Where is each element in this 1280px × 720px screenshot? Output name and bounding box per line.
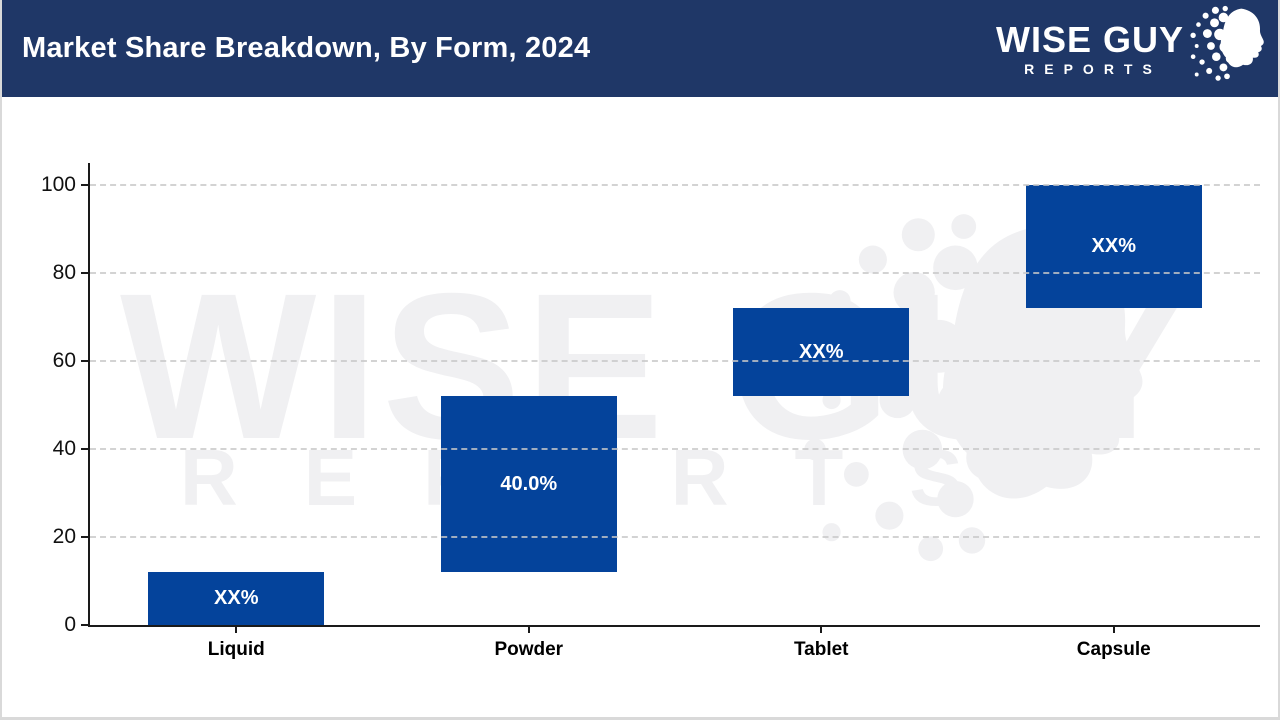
x-tickmark-liquid	[235, 625, 238, 633]
bar-value-label-tablet: XX%	[799, 340, 844, 363]
x-category-label-liquid: Liquid	[207, 639, 265, 660]
logo-wordmark: WISE GUY	[995, 18, 1184, 60]
gridline-20	[90, 536, 1260, 538]
x-category-label-powder: Powder	[494, 639, 564, 660]
bar-capsule[interactable]: XX%	[1025, 185, 1202, 309]
y-tickmark-40	[81, 448, 90, 450]
bar-liquid[interactable]: XX%	[148, 572, 325, 625]
y-tickmark-60	[81, 360, 90, 362]
y-tick-label-40: 40	[52, 437, 76, 460]
bar-tablet[interactable]: XX%	[733, 308, 910, 397]
y-tick-label-80: 80	[52, 261, 76, 284]
x-tickmark-powder	[527, 625, 530, 633]
y-axis-line	[88, 163, 90, 627]
y-tick-label-100: 100	[40, 173, 76, 196]
bar-value-label-powder: 40.0%	[500, 472, 558, 495]
y-tick-label-20: 20	[52, 525, 76, 548]
logo-text: WISE GUY REPORTS	[995, 18, 1184, 77]
bar-value-label-capsule: XX%	[1091, 235, 1136, 258]
logo-head-icon	[1186, 3, 1268, 94]
y-tick-label-60: 60	[52, 349, 76, 372]
x-axis-line	[88, 625, 1260, 627]
x-tickmark-capsule	[1112, 625, 1115, 633]
y-tickmark-80	[81, 272, 90, 274]
gridline-100	[90, 184, 1260, 186]
wise-guy-logo: WISE GUY REPORTS	[996, 3, 1268, 94]
x-category-label-tablet: Tablet	[793, 639, 849, 660]
x-tickmark-tablet	[820, 625, 823, 633]
gridline-40	[90, 448, 1260, 450]
x-category-label-capsule: Capsule	[1076, 639, 1151, 660]
bar-value-label-liquid: XX%	[214, 587, 259, 610]
header-bar: Market Share Breakdown, By Form, 2024 WI…	[2, 0, 1278, 97]
y-tick-label-0: 0	[64, 613, 76, 636]
page-title: Market Share Breakdown, By Form, 2024	[22, 32, 591, 64]
y-tickmark-0	[81, 624, 90, 626]
y-tickmark-100	[81, 184, 90, 186]
gridline-80	[90, 272, 1260, 274]
bar-powder[interactable]: 40.0%	[440, 396, 617, 573]
gridline-60	[90, 360, 1260, 362]
logo-subtitle: REPORTS	[1024, 60, 1162, 77]
y-tickmark-20	[81, 536, 90, 538]
